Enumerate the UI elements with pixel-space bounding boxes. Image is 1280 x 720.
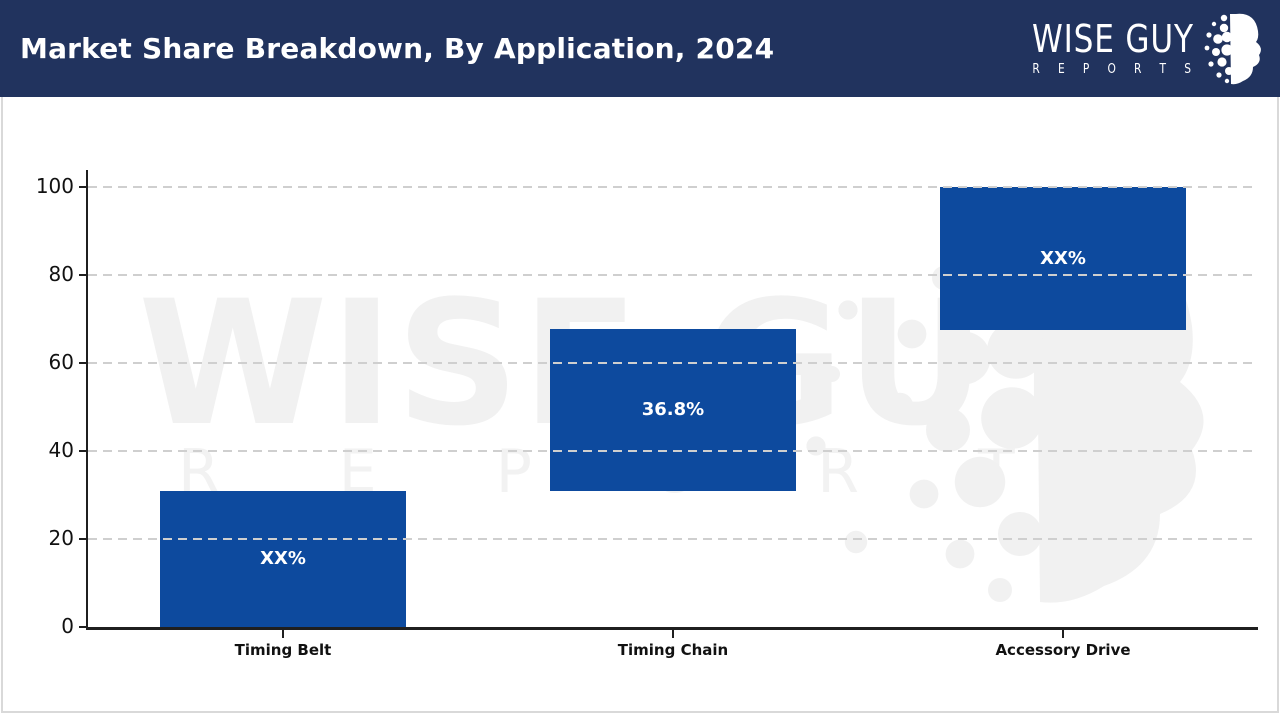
face-profile-icon (1204, 13, 1261, 84)
bar-timing-belt: XX% (160, 490, 406, 627)
y-tick-label-0: 0 (61, 614, 74, 638)
y-tick-80 (79, 274, 88, 276)
x-tick-timing-chain (672, 630, 674, 638)
logo-subtitle: R E P O R T S (1032, 61, 1198, 77)
y-tick-label-40: 40 (48, 438, 74, 462)
gridline-80 (88, 274, 1258, 276)
wise-guy-logo: WISE GUY R E P O R T S (990, 9, 1264, 89)
bar-value-label-accessory-drive: XX% (1040, 247, 1086, 269)
header-bar: Market Share Breakdown, By Application, … (0, 0, 1280, 97)
y-tick-label-60: 60 (48, 350, 74, 374)
logo-text: WISE GUY R E P O R T S (1027, 17, 1198, 77)
gridline-40 (88, 450, 1258, 452)
x-category-label-accessory-drive: Accessory Drive (995, 641, 1131, 659)
x-tick-timing-belt (282, 630, 284, 638)
y-tick-label-100: 100 (35, 174, 74, 198)
logo-wordmark: WISE GUY (1031, 17, 1194, 62)
x-category-label-timing-chain: Timing Chain (617, 641, 729, 659)
chart-title: Market Share Breakdown, By Application, … (20, 32, 775, 65)
x-tick-accessory-drive (1062, 630, 1064, 638)
gridline-60 (88, 362, 1258, 364)
y-tick-20 (79, 538, 88, 540)
y-tick-label-80: 80 (48, 262, 74, 286)
gridline-20 (88, 538, 1258, 540)
y-axis-line (86, 170, 88, 630)
y-tick-0 (79, 626, 88, 628)
bar-accessory-drive: XX% (940, 187, 1186, 330)
x-category-label-timing-belt: Timing Belt (234, 641, 332, 659)
bar-timing-chain: 36.8% (550, 328, 796, 491)
y-tick-40 (79, 450, 88, 452)
y-tick-60 (79, 362, 88, 364)
y-tick-100 (79, 186, 88, 188)
bar-value-label-timing-belt: XX% (260, 548, 306, 570)
x-axis-line (86, 627, 1258, 630)
y-tick-label-20: 20 (48, 526, 74, 550)
bar-value-label-timing-chain: 36.8% (641, 399, 705, 421)
gridline-100 (88, 186, 1258, 188)
